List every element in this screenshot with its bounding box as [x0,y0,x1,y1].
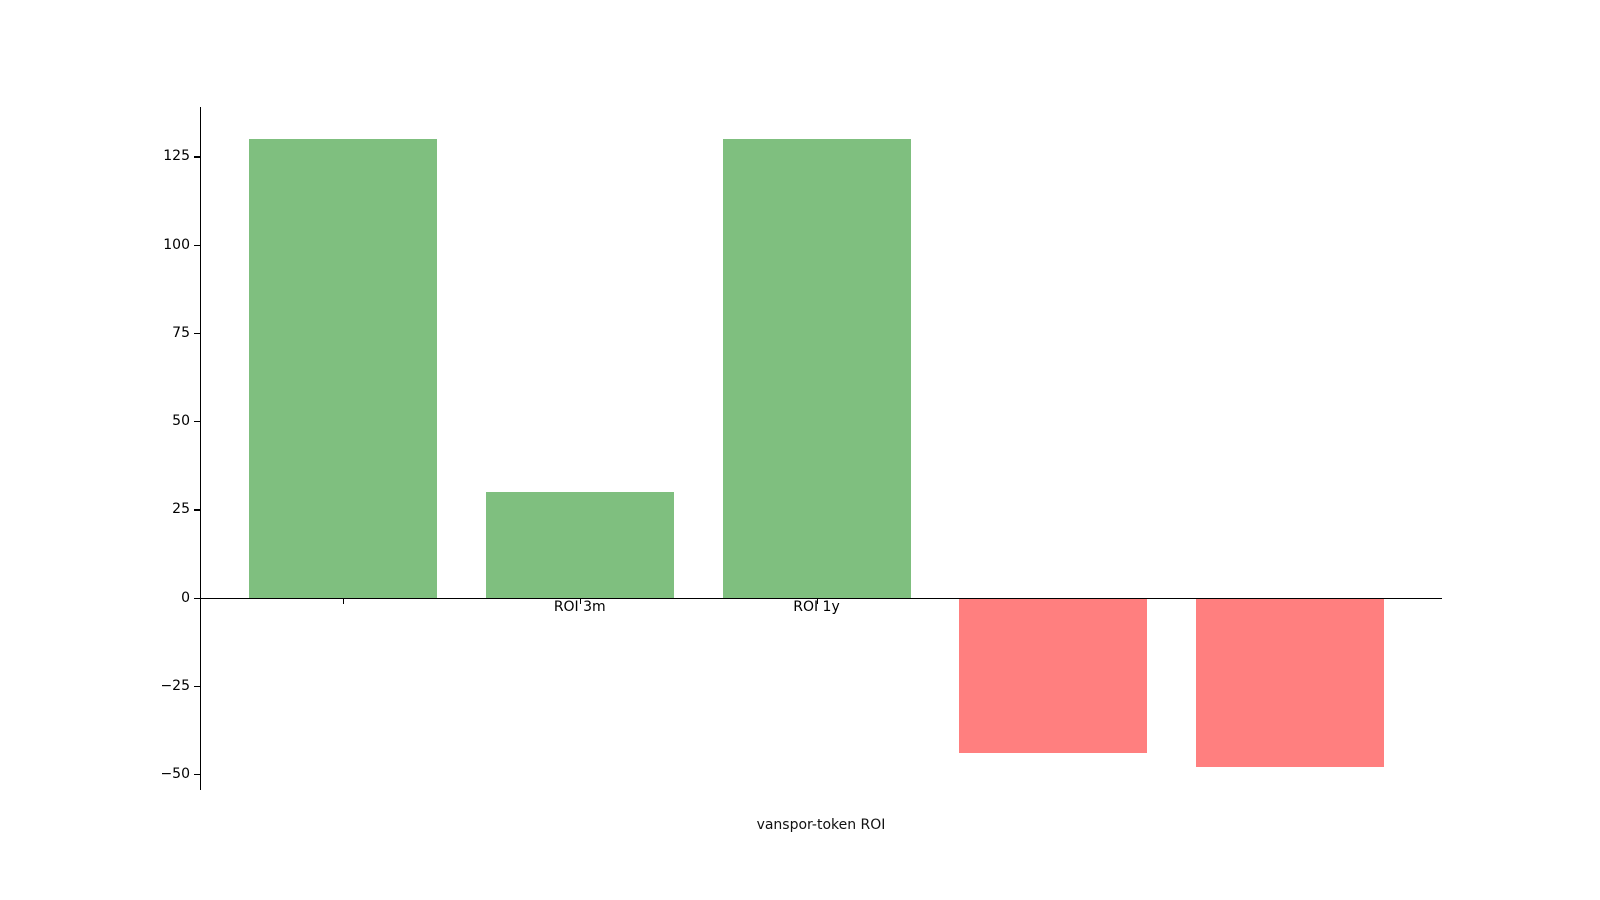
chart-title: vanspor-token ROI [756,817,886,833]
y-tick-mark [194,685,200,688]
y-tick-label: 125 [163,148,190,165]
y-tick-mark [194,597,200,599]
bar-roi-0 [249,138,437,598]
y-tick-mark [194,332,200,335]
x-tick-mark [579,597,582,604]
y-tick-label: 0 [181,589,190,606]
y-tick-label: 50 [172,413,190,430]
y-tick-mark [194,156,200,158]
bar-roi-3m [485,491,674,598]
y-tick-mark [194,421,200,423]
bar-roi-1y [722,138,911,598]
y-tick-label: −50 [160,766,190,783]
y-tick-label: −25 [160,677,190,694]
y-tick-mark [194,509,200,511]
x-axis-line [200,597,1442,599]
y-tick-label: 25 [172,501,190,518]
x-tick-mark [343,597,345,604]
y-tick-mark [194,774,200,776]
x-tick-label: ROI 1y [793,598,840,615]
x-tick-mark [816,597,818,604]
bar-roi-4 [1196,597,1384,768]
y-axis-line [200,107,202,790]
y-tick-label: 75 [172,324,190,341]
y-tick-label: 100 [163,236,190,253]
bar-roi-3 [959,597,1148,753]
x-tick-label: ROI 3m [553,598,606,615]
y-tick-mark [194,244,200,246]
